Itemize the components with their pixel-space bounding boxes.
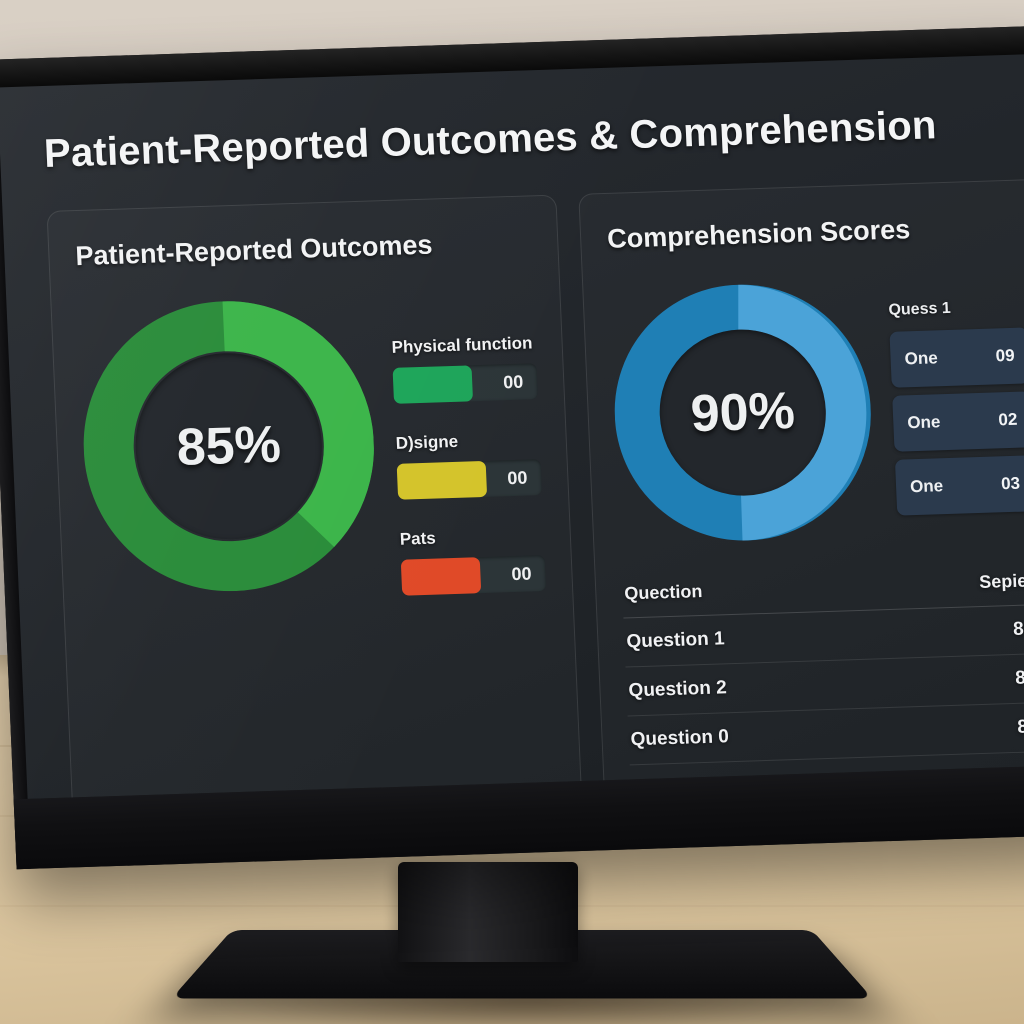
legend-bar-value: 00 [502,371,524,392]
table-header-score: Sepiel [978,570,1024,593]
legend-item: D)signe 00 [395,429,543,500]
panel-left-title: Patient-Reported Outcomes [74,229,434,272]
donut-arc-secondary [222,301,374,547]
question-chip[interactable]: One 03 [894,455,1024,516]
comprehension-table: Quection Sepiel Question 1 88 Question 2… [621,557,1024,766]
table-cell-question: Question 0 [630,726,730,751]
chip-label: One [909,476,944,497]
legend-bar-fill [400,557,482,596]
legend-bar-track: 00 [392,363,539,404]
legend-label: Physical function [391,333,533,357]
chip-value: 03 [1000,473,1021,494]
donut-arc-secondary [737,284,867,541]
legend-bar-track: 00 [400,555,547,596]
outcomes-legend: Physical function 00 D)signe [389,291,547,625]
legend-item: Pats 00 [399,525,547,596]
legend-bar-value: 00 [506,467,528,488]
legend-bar-fill [396,460,488,500]
table-cell-score: 88 [1014,667,1024,689]
chips-title: Quess 1 [888,299,952,319]
chip-value: 09 [995,345,1015,366]
table-cell-score: 87 [1016,716,1024,738]
right-chart-row: 90% Quess 1 One 09 One [609,275,1024,544]
chip-label: One [904,348,939,369]
table-cell-question: Question 2 [628,677,728,702]
table-header-question: Quection [623,580,703,604]
donut-value-outcomes: 85% [175,415,282,477]
panel-comprehension-scores: Comprehension Scores 90% [578,178,1024,799]
legend-item: Physical function 00 [391,333,539,404]
screen: Patient-Reported Outcomes & Comprehensio… [0,53,1024,799]
donut-chart-comprehension: 90% [609,281,876,545]
legend-label: Pats [399,528,437,549]
chip-label: One [906,412,941,433]
chip-value: 02 [997,409,1018,430]
panels-container: Patient-Reported Outcomes 85% [46,178,1024,799]
left-chart-row: 85% Physical function 00 [78,291,548,635]
table-cell-score: 88 [1012,618,1024,640]
panel-patient-reported-outcomes: Patient-Reported Outcomes 85% [46,194,583,799]
donut-chart-outcomes: 85% [78,297,380,596]
panel-right-title: Comprehension Scores [606,214,911,254]
monitor-stand-neck [398,862,578,962]
question-chip[interactable]: One 02 [892,391,1024,452]
donut-value-comprehension: 90% [689,381,797,444]
legend-bar-value: 00 [510,563,532,584]
dashboard: Patient-Reported Outcomes & Comprehensio… [0,54,1024,799]
legend-bar-track: 00 [396,459,543,500]
table-cell-question: Question 1 [626,628,726,653]
question-chip[interactable]: One 09 [889,327,1024,388]
legend-label: D)signe [395,431,459,453]
page-title: Patient-Reported Outcomes & Comprehensio… [43,103,938,177]
question-chips: Quess 1 One 09 One 02 On [887,275,1024,523]
monitor: Patient-Reported Outcomes & Comprehensio… [0,25,1024,870]
legend-bar-fill [392,365,474,404]
